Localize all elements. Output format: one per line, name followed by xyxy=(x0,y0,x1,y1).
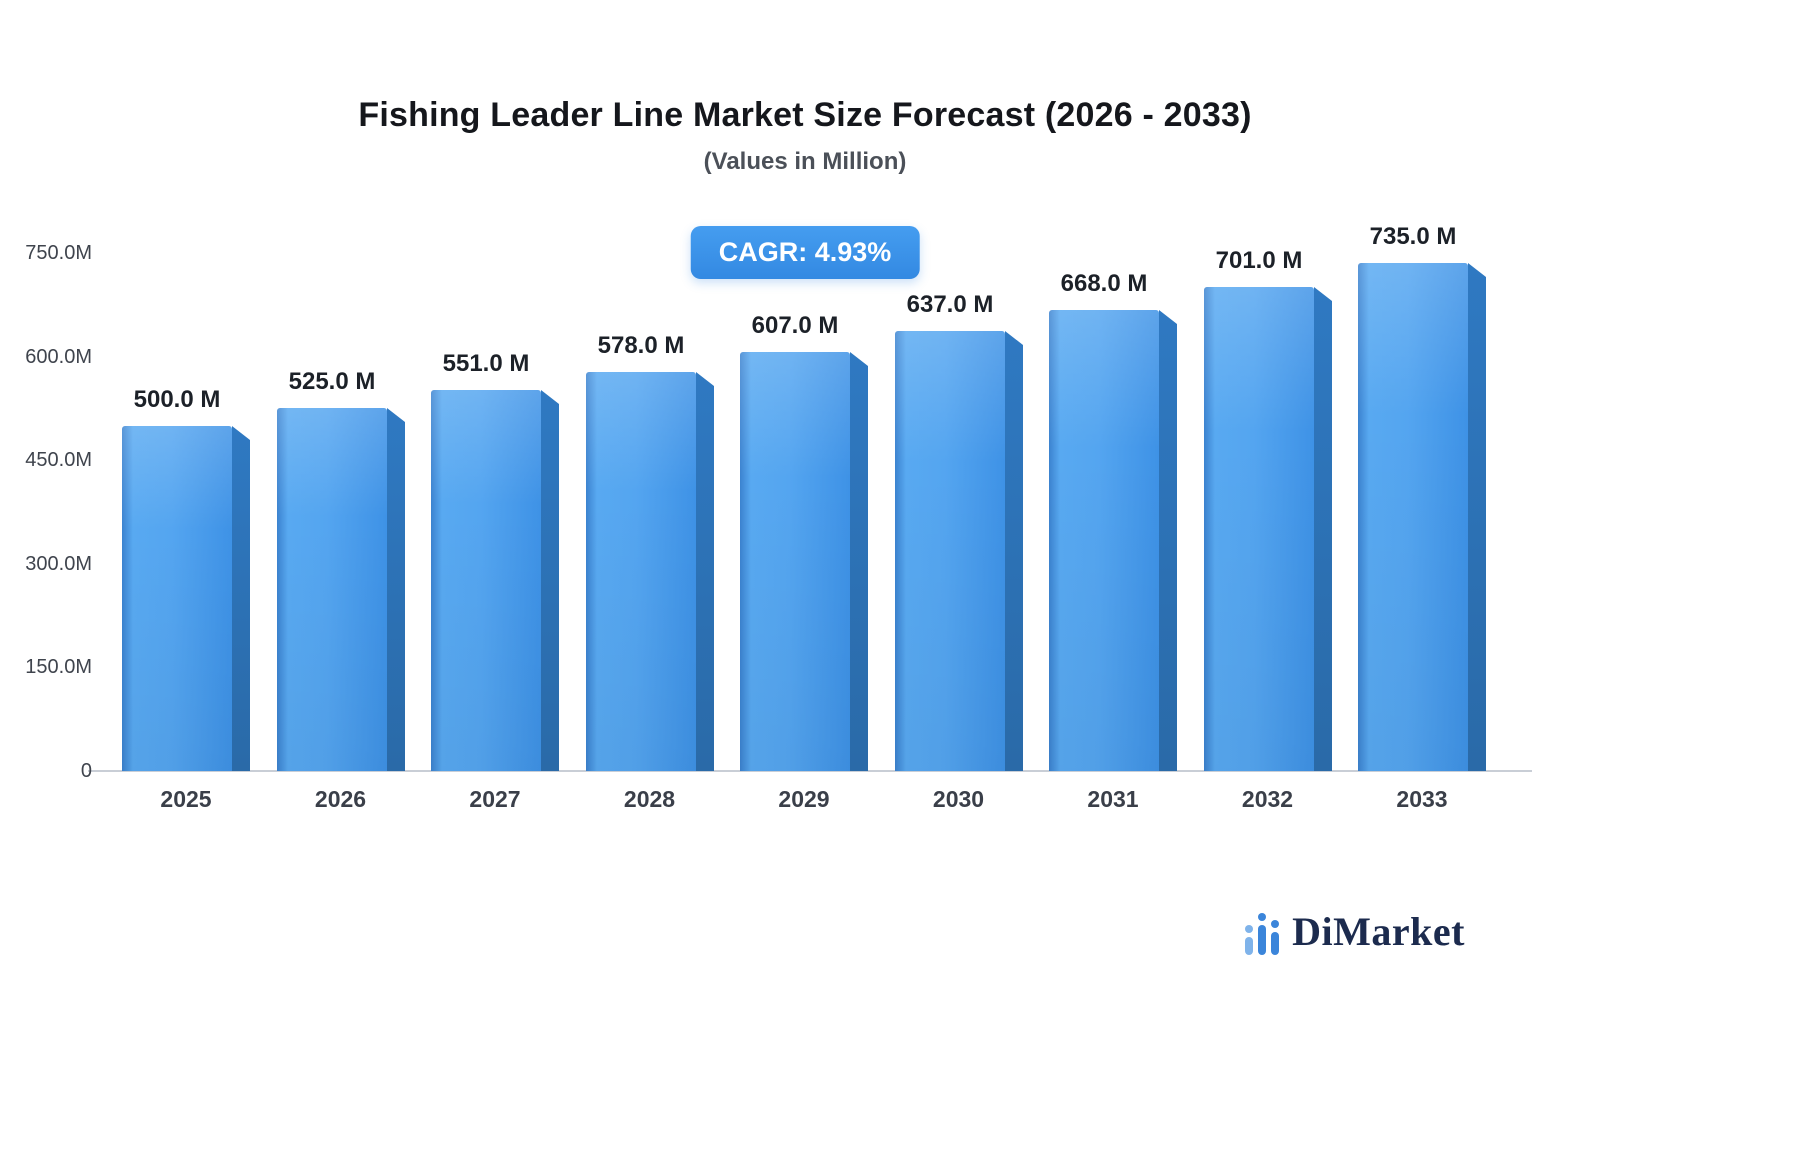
bar xyxy=(740,352,868,771)
bar-value-label: 525.0 M xyxy=(288,368,376,395)
bar-value-label: 668.0 M xyxy=(1060,270,1148,297)
logo-text: DiMarket xyxy=(1292,909,1465,954)
x-axis-label: 2026 xyxy=(314,786,367,812)
bar-face xyxy=(431,390,541,771)
bar-side xyxy=(232,426,250,771)
bar-value-label: 500.0 M xyxy=(133,386,221,413)
bar xyxy=(586,372,714,771)
bar-side xyxy=(1159,310,1177,771)
bar-side xyxy=(1314,287,1332,771)
bar-face xyxy=(740,352,850,771)
chart-subtitle: (Values in Million) xyxy=(703,148,907,175)
x-axis-label: 2030 xyxy=(932,786,985,812)
y-axis-label: 450.0M xyxy=(25,449,92,472)
bar xyxy=(1049,310,1177,771)
y-axis-label: 0 xyxy=(80,760,92,782)
x-axis-label: 2028 xyxy=(623,786,676,812)
dimarket-logo: DiMarket xyxy=(1245,903,1465,961)
bar-face xyxy=(1358,263,1468,771)
bar-value-label: 551.0 M xyxy=(442,350,530,377)
bar-value-label: 607.0 M xyxy=(751,312,839,339)
bar-value-label: 637.0 M xyxy=(906,291,994,318)
bar-face xyxy=(277,408,387,771)
x-axis-label: 2025 xyxy=(160,786,212,812)
y-axis-label: 600.0M xyxy=(25,345,92,368)
cagr-badge: CAGR: 4.93% xyxy=(690,226,920,279)
x-axis-label: 2029 xyxy=(778,786,830,812)
bar-face xyxy=(122,426,232,771)
y-axis-label: 300.0M xyxy=(25,552,92,575)
bar-face xyxy=(586,372,696,771)
bar-side xyxy=(387,408,405,771)
logo-chart-icon xyxy=(1245,909,1281,955)
bar-value-label: 735.0 M xyxy=(1369,223,1457,250)
bar xyxy=(1358,263,1486,771)
bar-side xyxy=(1468,263,1486,771)
y-axis-label: 750.0M xyxy=(25,242,92,264)
bar-value-label: 701.0 M xyxy=(1215,247,1303,274)
x-axis-label: 2027 xyxy=(469,786,521,812)
y-axis-label: 150.0M xyxy=(25,656,92,679)
x-axis-line xyxy=(88,770,1532,772)
bar xyxy=(895,331,1023,771)
x-axis-label: 2033 xyxy=(1396,786,1448,812)
bar xyxy=(1204,287,1332,771)
bar xyxy=(122,426,250,771)
bar-side xyxy=(850,352,868,771)
bar-face xyxy=(1049,310,1159,771)
bar xyxy=(431,390,559,771)
bar-side xyxy=(541,390,559,771)
x-axis-label: 2031 xyxy=(1087,786,1139,812)
bar-value-label: 578.0 M xyxy=(597,332,685,359)
x-axis-label: 2032 xyxy=(1241,786,1294,812)
bar-side xyxy=(1005,331,1023,771)
bar xyxy=(277,408,405,771)
bar-side xyxy=(696,372,714,771)
chart-title: Fishing Leader Line Market Size Forecast… xyxy=(358,96,1252,134)
bar-face xyxy=(895,331,1005,771)
bar-face xyxy=(1204,287,1314,771)
